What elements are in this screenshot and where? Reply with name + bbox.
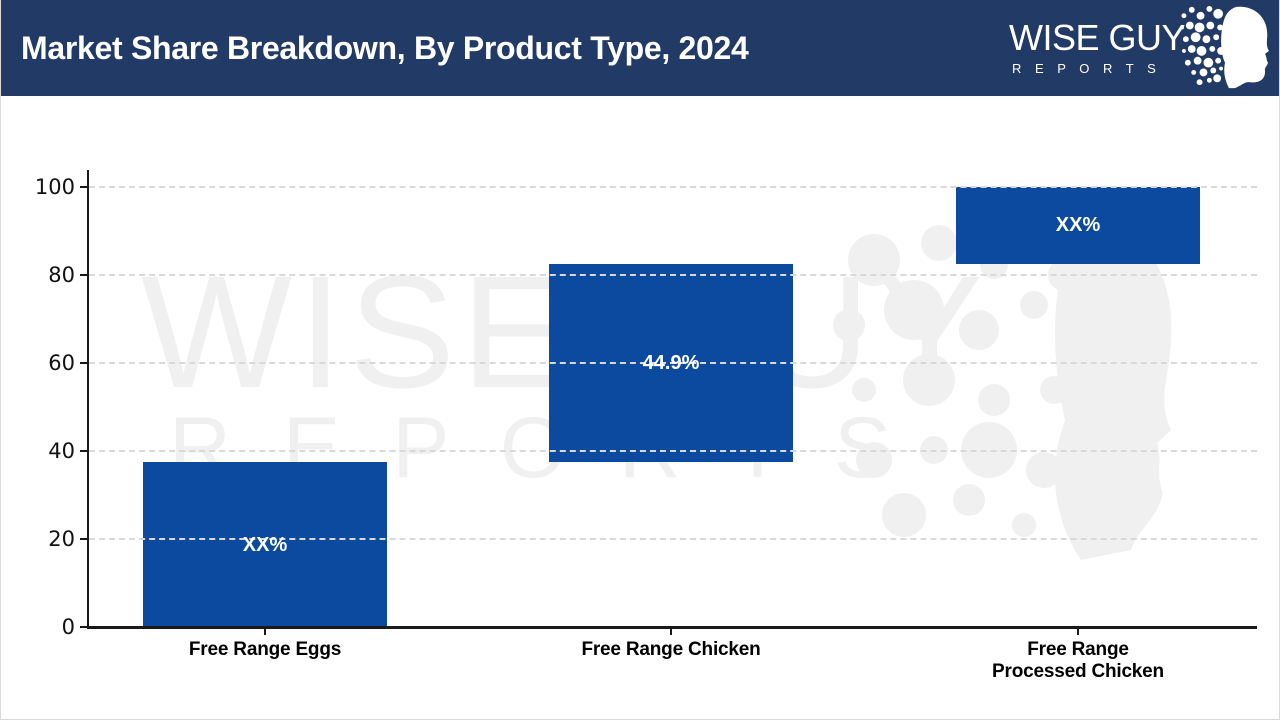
gridline bbox=[89, 274, 1257, 276]
x-axis-line bbox=[87, 626, 1257, 629]
x-tick-mark bbox=[670, 627, 672, 635]
y-tick-label: 60 bbox=[48, 351, 75, 375]
x-axis-category-label: Free Range Processed Chicken bbox=[992, 639, 1164, 682]
logo-wordmark: WISE GUY bbox=[1008, 17, 1186, 58]
y-tick-mark bbox=[80, 450, 88, 452]
logo-subtext: R E P O R T S bbox=[1011, 61, 1161, 76]
x-axis-category-label: Free Range Chicken bbox=[581, 639, 761, 660]
y-tick-label: 0 bbox=[61, 615, 75, 639]
y-tick-mark bbox=[80, 186, 88, 188]
y-tick-mark bbox=[80, 626, 88, 628]
logo-head-icon bbox=[1180, 5, 1269, 89]
y-tick-mark bbox=[80, 362, 88, 364]
y-tick-label: 20 bbox=[48, 527, 75, 551]
logo: WISE GUY R E P O R T S bbox=[1009, 4, 1275, 92]
bar-segment bbox=[143, 462, 387, 627]
bar-value-label: XX% bbox=[1055, 214, 1101, 237]
bar-segment bbox=[956, 187, 1200, 264]
watermark-head-icon bbox=[833, 225, 1172, 560]
logo-text: WISE GUY R E P O R T S bbox=[1008, 17, 1186, 77]
bar-value-label: 44.9% bbox=[642, 351, 700, 374]
gridline bbox=[89, 450, 1257, 452]
y-tick-label: 100 bbox=[34, 175, 75, 199]
y-axis-line bbox=[87, 170, 89, 629]
page-title: Market Share Breakdown, By Product Type,… bbox=[21, 29, 749, 66]
header: Market Share Breakdown, By Product Type,… bbox=[1, 0, 1279, 96]
y-tick-mark bbox=[80, 538, 88, 540]
gridline bbox=[89, 538, 1257, 540]
bar-value-label: XX% bbox=[242, 533, 288, 556]
y-tick-label: 40 bbox=[48, 439, 75, 463]
gridline bbox=[89, 186, 1257, 188]
gridline bbox=[89, 362, 1257, 364]
x-tick-mark bbox=[264, 627, 266, 635]
x-tick-mark bbox=[1077, 627, 1079, 635]
x-axis-category-label: Free Range Eggs bbox=[188, 639, 342, 660]
y-tick-label: 80 bbox=[48, 263, 75, 287]
y-tick-mark bbox=[80, 274, 88, 276]
